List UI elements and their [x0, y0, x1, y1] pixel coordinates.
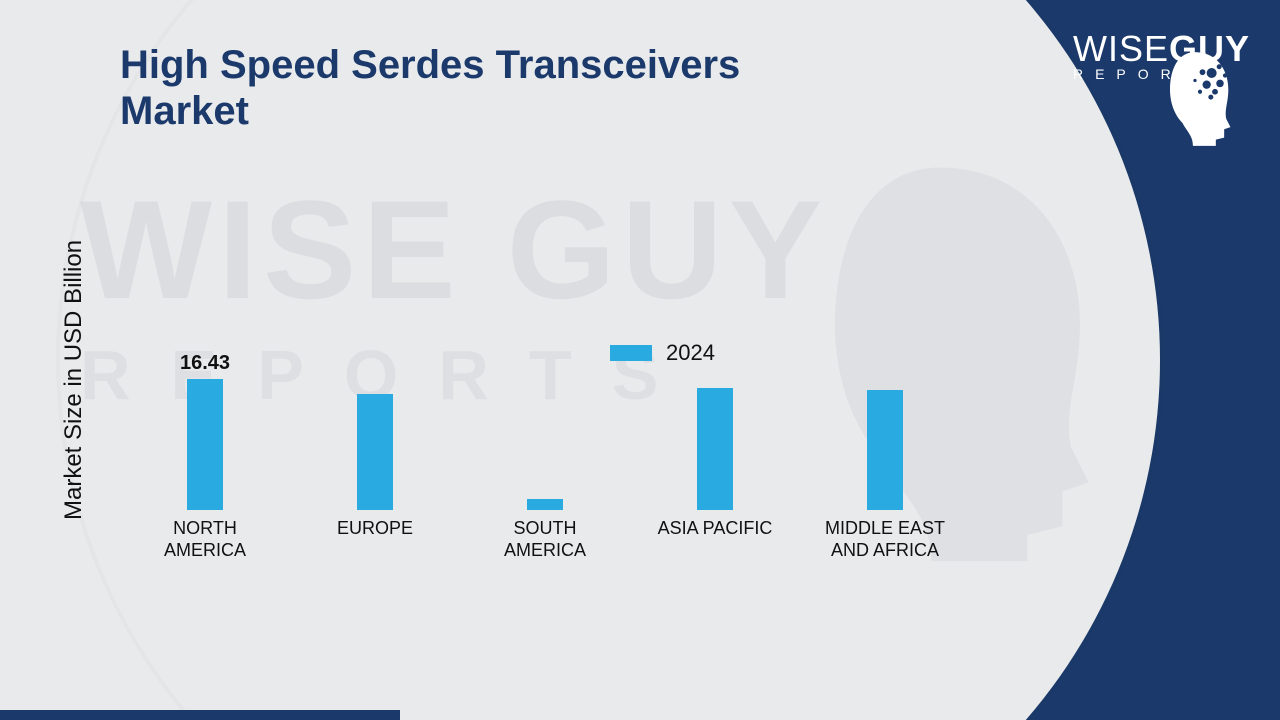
- logo-head-icon: [1150, 48, 1240, 148]
- plot-area: 16.43NORTH AMERICAEUROPESOUTH AMERICAASI…: [100, 160, 950, 510]
- category-label: MIDDLE EAST AND AFRICA: [815, 518, 955, 561]
- bar-chart: 16.43 NORTH AMERICA EUROPE SOUTH AMERICA ASI…: [100, 160, 950, 580]
- chart-title: High Speed Serdes Transceivers Market: [120, 42, 780, 134]
- legend-swatch: [610, 345, 652, 361]
- brand-logo: WISEGUY REPORTS: [1073, 28, 1250, 82]
- bottom-accent-bar: [0, 710, 400, 720]
- chart-canvas: WISE GUY REPORTS High Speed Serdes Trans…: [0, 0, 1280, 720]
- y-axis-label: Market Size in USD Billion: [60, 240, 88, 520]
- bar: [697, 388, 733, 510]
- category-label: SOUTH AMERICA: [475, 518, 615, 561]
- bar-value-label: 16.43: [180, 352, 230, 375]
- bar: 16.43: [187, 379, 223, 510]
- legend: 2024: [610, 340, 715, 366]
- bar: [867, 390, 903, 510]
- category-label: ASIA PACIFIC: [645, 518, 785, 540]
- bar: [527, 499, 563, 510]
- category-label: NORTH AMERICA: [135, 518, 275, 561]
- category-label: EUROPE: [305, 518, 445, 540]
- legend-label: 2024: [666, 340, 715, 366]
- bar: [357, 394, 393, 510]
